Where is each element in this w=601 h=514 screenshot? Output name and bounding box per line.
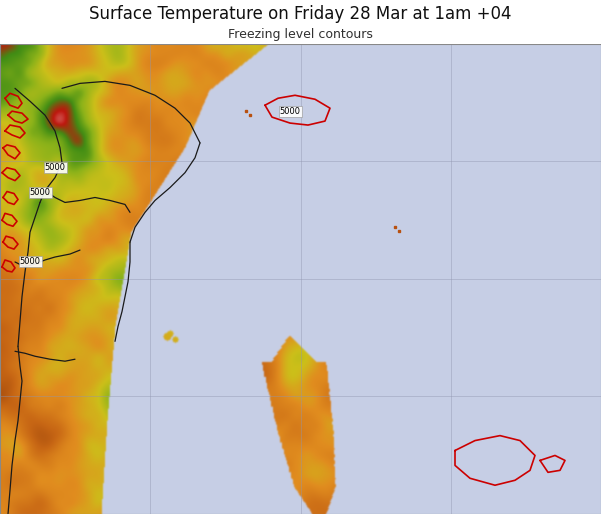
Text: 5000: 5000 [29, 188, 50, 197]
Text: 5000: 5000 [44, 163, 66, 172]
Text: Freezing level contours: Freezing level contours [228, 28, 373, 41]
Text: 5000: 5000 [279, 107, 300, 116]
Text: 5000: 5000 [19, 258, 40, 266]
Text: Surface Temperature on Friday 28 Mar at 1am +04: Surface Temperature on Friday 28 Mar at … [90, 5, 511, 23]
